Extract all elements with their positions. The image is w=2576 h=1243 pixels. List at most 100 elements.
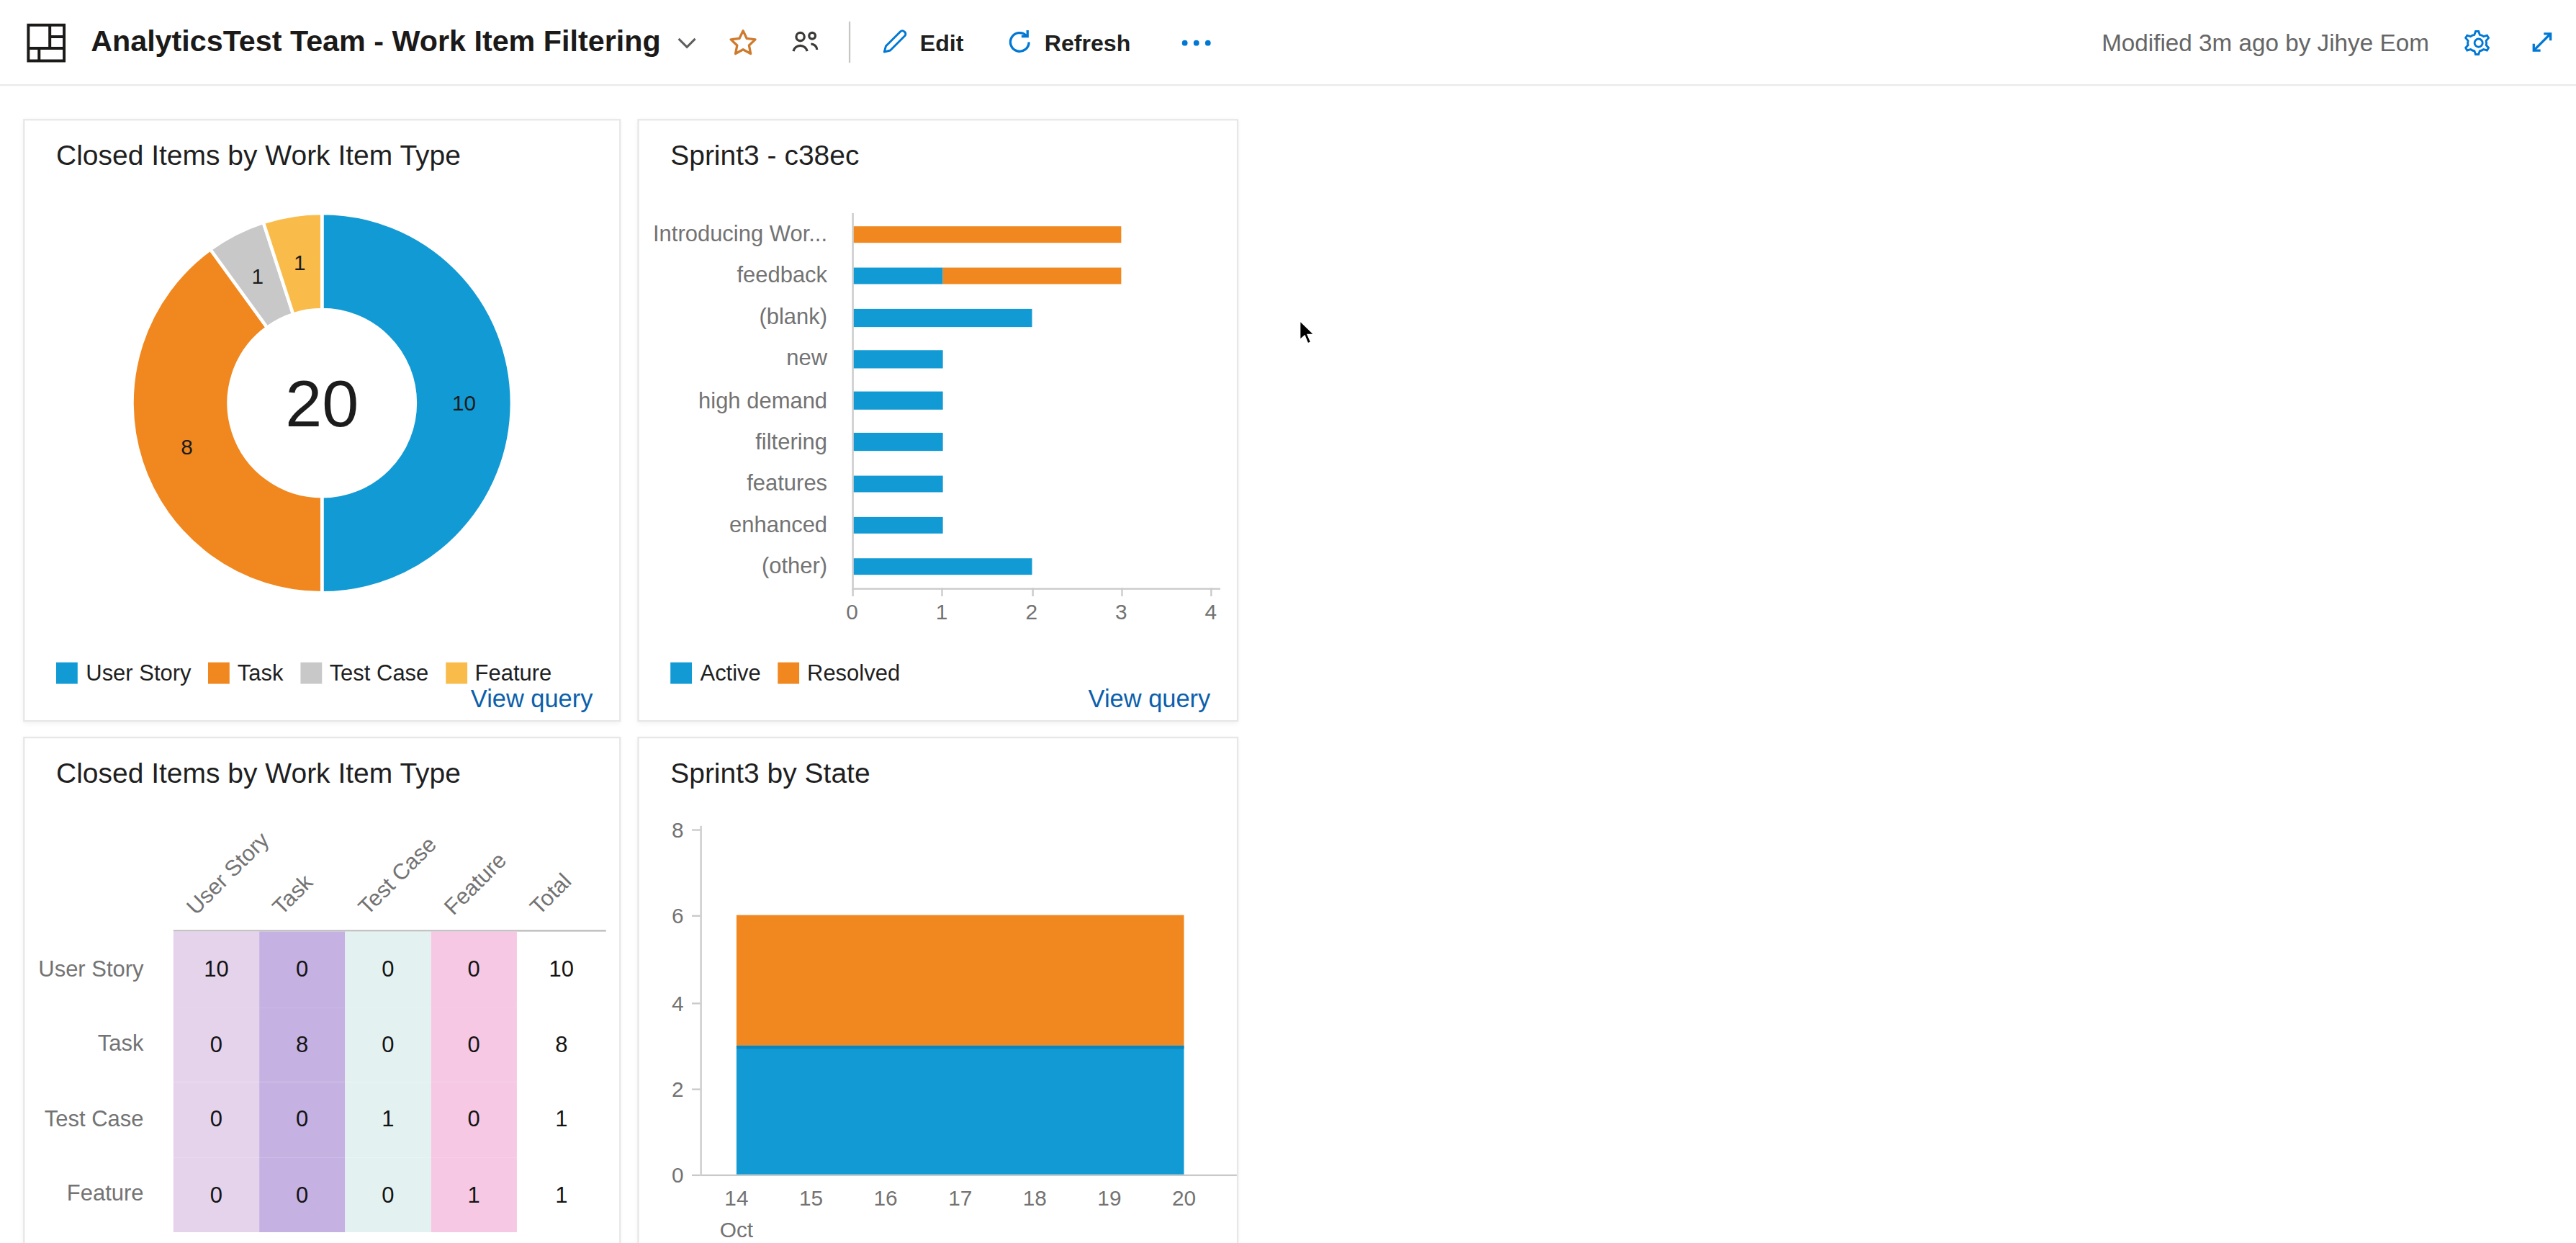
- pivot-row-label: Task: [98, 1031, 144, 1058]
- pivot-total-cell: 10: [518, 932, 604, 1007]
- bar-segment-active: [853, 516, 943, 534]
- x-tick-label: 16: [861, 1186, 911, 1211]
- refresh-button[interactable]: Refresh: [1005, 28, 1131, 56]
- legend-item-user-story: User Story: [56, 660, 192, 685]
- dashboard-title[interactable]: AnalyticsTest Team - Work Item Filtering: [91, 24, 660, 59]
- bar-segment-resolved: [942, 267, 1122, 284]
- pivot-cell: 0: [174, 1157, 259, 1232]
- legend-swatch: [207, 663, 229, 684]
- chevron-down-icon[interactable]: [677, 35, 698, 48]
- legend-swatch: [670, 663, 692, 684]
- donut-slice-value: 1: [294, 251, 306, 274]
- bar-segment-active: [853, 309, 1032, 326]
- pivot-column-header: Feature: [441, 849, 510, 919]
- x-tick-label: 4: [1186, 600, 1236, 624]
- y-axis-tick: [692, 1175, 700, 1176]
- pivot-cell: 0: [174, 1007, 259, 1082]
- favorite-star-icon[interactable]: [729, 27, 758, 57]
- dashboard-page: AnalyticsTest Team - Work Item Filtering: [0, 0, 2576, 1243]
- legend-label: Test Case: [330, 660, 429, 685]
- x-tick-label: 20: [1159, 1186, 1209, 1211]
- bar-segment-active: [853, 558, 1032, 575]
- x-axis-tick: [852, 588, 853, 596]
- x-tick-label: 1: [917, 600, 967, 624]
- bar-chart: 01234Introducing Wor...feedback(blank)ne…: [639, 120, 1237, 720]
- pivot-cell: 10: [174, 932, 259, 1007]
- pivot-cell: 0: [431, 932, 517, 1007]
- area-chart: 0246814151617181920Oct: [639, 738, 1237, 1243]
- y-tick-label: 2: [647, 1077, 683, 1101]
- legend-swatch: [778, 663, 799, 684]
- pivot-cell: 0: [259, 1157, 345, 1232]
- bar-category-label: high demand: [698, 387, 827, 414]
- fullscreen-expand-icon[interactable]: [2528, 28, 2556, 56]
- refresh-label: Refresh: [1045, 29, 1131, 55]
- bar-segment-active: [853, 475, 943, 492]
- bar-segment-active: [853, 351, 943, 368]
- bar-category-label: features: [747, 470, 827, 497]
- bar-segment-active: [853, 267, 943, 284]
- y-axis-tick: [692, 829, 700, 830]
- x-axis-tick: [1032, 588, 1033, 596]
- bar-category-label: filtering: [755, 428, 827, 455]
- pivot-cell: 1: [345, 1082, 431, 1157]
- legend-label: User Story: [86, 660, 191, 685]
- donut-slice-value: 8: [181, 435, 193, 459]
- y-tick-label: 6: [647, 904, 683, 928]
- pivot-column-header: Total: [526, 870, 575, 918]
- bar-category-label: (other): [762, 553, 827, 580]
- pivot-row-label: Feature: [67, 1181, 144, 1208]
- x-axis-tick: [1121, 588, 1122, 596]
- pivot-row-label: User Story: [38, 956, 143, 982]
- pivot-table: User StoryTaskTest CaseFeatureTotalUser …: [24, 738, 619, 1243]
- pivot-cell: 0: [259, 1082, 345, 1157]
- pivot-cell: 0: [259, 932, 345, 1007]
- pivot-column-header: Task: [269, 871, 316, 918]
- more-options-button[interactable]: [1180, 39, 1212, 45]
- edit-button[interactable]: Edit: [881, 28, 964, 56]
- legend-label: Feature: [475, 660, 552, 685]
- view-query-link[interactable]: View query: [471, 684, 593, 712]
- bar-segment-active: [853, 392, 943, 409]
- pivot-row-label: Test Case: [45, 1106, 144, 1133]
- pivot-cell: 0: [174, 1082, 259, 1157]
- y-tick-label: 0: [647, 1163, 683, 1188]
- settings-gear-icon[interactable]: [2464, 27, 2493, 57]
- legend-item-test-case: Test Case: [300, 660, 428, 685]
- pivot-total-cell: 1: [518, 1082, 604, 1157]
- area-series-resolved: [737, 915, 1184, 1045]
- bar-category-label: (blank): [759, 305, 827, 331]
- widget-closed-items-donut: Closed Items by Work Item Type 1081120 U…: [23, 119, 621, 722]
- x-tick-label: 17: [935, 1186, 985, 1211]
- legend-swatch: [445, 663, 467, 684]
- x-tick-label: 0: [827, 600, 877, 624]
- pivot-column-header: Test Case: [355, 833, 440, 918]
- donut-chart: 1081120: [24, 120, 619, 720]
- legend-swatch: [56, 663, 78, 684]
- refresh-icon: [1005, 28, 1033, 56]
- chart-legend: Active Resolved: [670, 660, 900, 685]
- pivot-cell: 0: [431, 1082, 517, 1157]
- pivot-total-cell: 8: [518, 1007, 604, 1082]
- pivot-cell: 0: [431, 1007, 517, 1082]
- widget-area-chart: Sprint3 by State 0246814151617181920Oct: [637, 737, 1238, 1243]
- legend-item-feature: Feature: [445, 660, 551, 685]
- legend-label: Active: [700, 660, 760, 685]
- modified-info: Modified 3m ago by Jihye Eom: [2102, 29, 2429, 55]
- donut-slice-value: 10: [452, 391, 476, 415]
- legend-item-active: Active: [670, 660, 761, 685]
- legend-label: Resolved: [807, 660, 900, 685]
- pivot-column-header: User Story: [183, 829, 272, 918]
- pencil-icon: [881, 28, 909, 56]
- pivot-cell: 8: [259, 1007, 345, 1082]
- x-tick-label: 2: [1006, 600, 1056, 624]
- y-axis-tick: [692, 1002, 700, 1003]
- x-tick-label: 14: [712, 1186, 762, 1211]
- x-axis-line: [700, 1175, 1236, 1176]
- view-query-link[interactable]: View query: [1089, 684, 1211, 712]
- widget-pivot-table: Closed Items by Work Item Type User Stor…: [23, 737, 621, 1243]
- chart-legend: User StoryTaskTest CaseFeature: [56, 660, 551, 685]
- divider: [849, 22, 850, 63]
- team-members-icon[interactable]: [790, 27, 821, 58]
- y-tick-label: 4: [647, 990, 683, 1015]
